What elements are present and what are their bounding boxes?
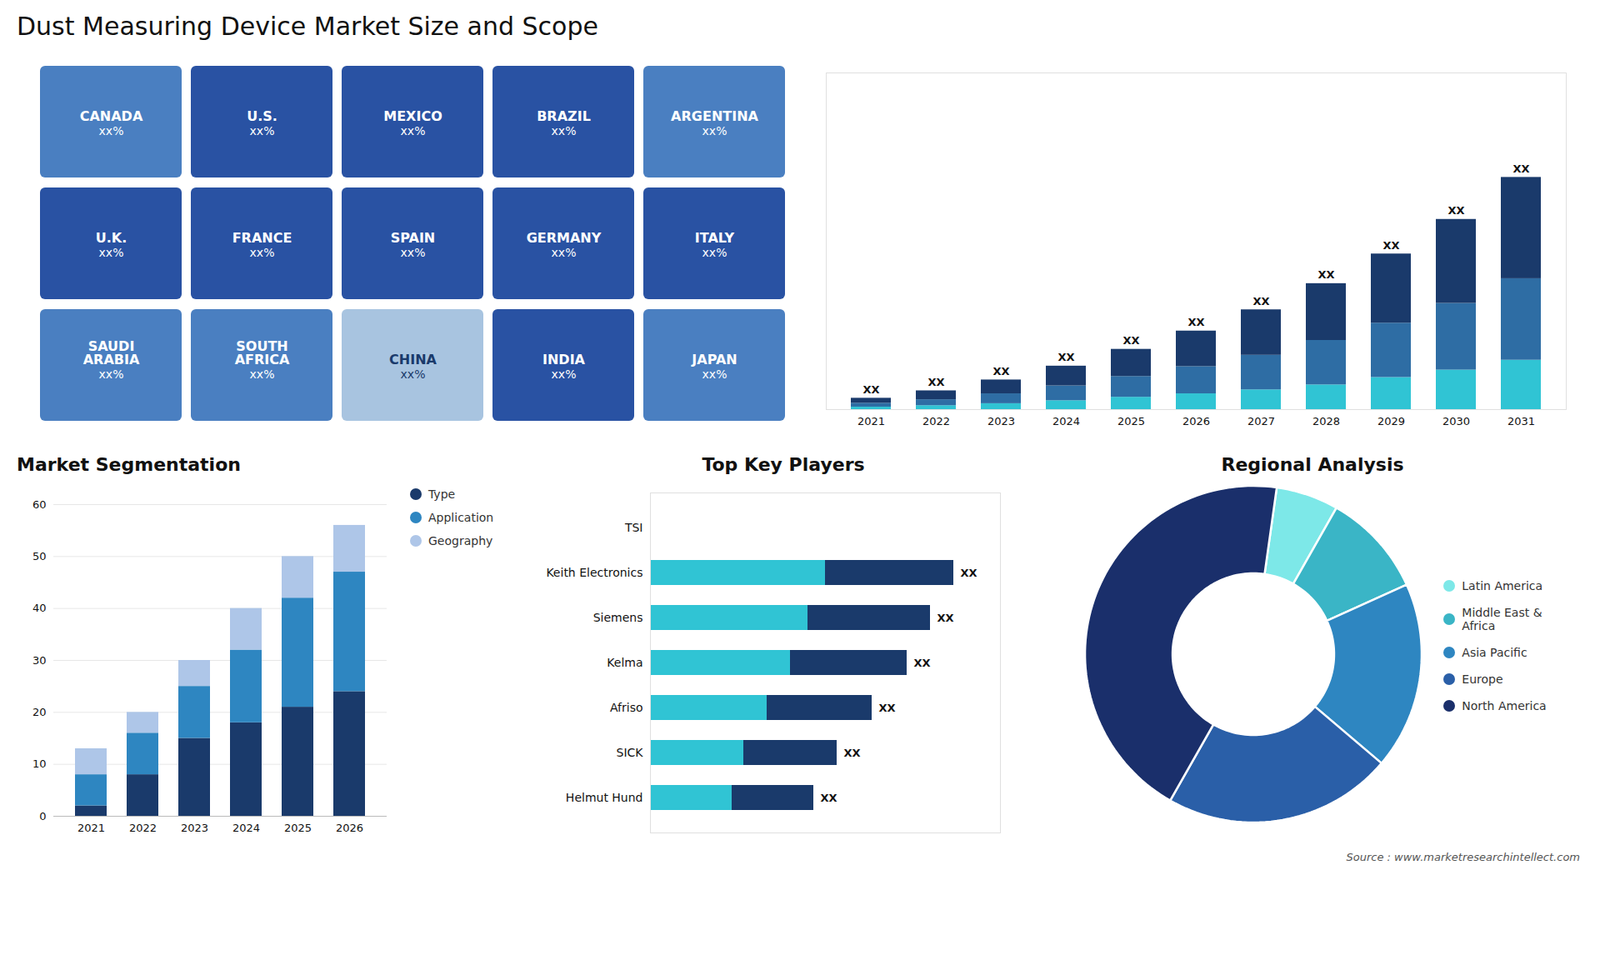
svg-text:xx%: xx% [702,124,728,138]
html-text:Dust Measuring Device Market S: Dust Measuring Device Market Size and Sc… [16,11,599,41]
html-text:Geography: Geography [428,534,493,548]
svg-text:xx%: xx% [702,245,728,260]
svg-text:XX: XX [1512,162,1530,175]
svg-text:XX: XX [960,566,978,580]
html-text:Europe: Europe [1461,672,1503,686]
svg-text:30: 30 [32,654,47,667]
svg-text:50: 50 [32,550,47,563]
svg-text:2027: 2027 [1247,415,1275,428]
svg-text:0: 0 [39,810,46,823]
svg-text:CANADA: CANADA [80,108,144,125]
svg-text:XX: XX [914,656,931,670]
svg-text:xx%: xx% [400,245,426,260]
svg-text:CHINA: CHINA [389,351,437,368]
svg-text:2021: 2021 [857,415,885,428]
svg-text:2030: 2030 [1442,415,1470,428]
svg-text:SOUTHAFRICA: SOUTHAFRICA [235,338,290,368]
svg-text:BRAZIL: BRAZIL [536,108,591,125]
svg-text:XX: XX [879,701,896,715]
svg-text:XX: XX [1187,315,1205,329]
svg-text:2022: 2022 [922,415,950,428]
svg-text:SPAIN: SPAIN [390,230,436,246]
svg-text:40: 40 [32,601,47,615]
svg-text:XX: XX [820,791,838,805]
svg-text:INDIA: INDIA [542,351,586,368]
svg-text:2028: 2028 [1312,415,1340,428]
svg-text:xx%: xx% [400,367,426,381]
svg-text:2031: 2031 [1507,415,1535,428]
svg-text:XX: XX [1252,295,1270,308]
svg-text:2026: 2026 [335,821,364,835]
svg-text:2024: 2024 [232,821,260,835]
svg-text:Siemens: Siemens [593,610,644,625]
svg-text:U.K.: U.K. [95,230,128,246]
html-text:Type: Type [428,487,456,501]
svg-text:xx%: xx% [99,367,125,381]
svg-text:XX: XX [937,611,955,625]
svg-text:SICK: SICK [616,745,645,760]
svg-text:2023: 2023 [180,821,209,835]
svg-text:xx%: xx% [551,124,577,138]
svg-text:GERMANY: GERMANY [526,230,602,246]
svg-text:XX: XX [1317,268,1335,281]
svg-text:Kelma: Kelma [606,655,643,670]
svg-text:2025: 2025 [284,821,312,835]
svg-text:60: 60 [32,498,47,511]
svg-text:ARGENTINA: ARGENTINA [670,108,759,125]
html-text:Source : www.marketresearchint: Source : www.marketresearchintellect.com [1346,850,1580,864]
html-text:North America: North America [1461,699,1547,713]
svg-text:XX: XX [1057,350,1075,364]
svg-text:xx%: xx% [99,124,125,138]
html-text:Latin America: Latin America [1461,579,1543,593]
html-text:Regional Analysis: Regional Analysis [1221,454,1404,475]
svg-text:FRANCE: FRANCE [232,230,293,246]
svg-text:XX: XX [1382,239,1400,252]
svg-text:xx%: xx% [250,367,275,381]
svg-text:U.S.: U.S. [246,108,278,125]
html-text:Middle East & Africa: Middle East & Africa [1461,605,1543,633]
html-text:Top Key Players: Top Key Players [702,454,865,475]
svg-text:TSI: TSI [624,520,644,535]
html-text:Application: Application [428,510,494,525]
svg-text:XX: XX [992,365,1010,378]
svg-text:XX: XX [862,383,880,396]
svg-text:Keith Electronics: Keith Electronics [545,565,643,580]
svg-text:2025: 2025 [1117,415,1145,428]
svg-text:MEXICO: MEXICO [383,108,442,125]
svg-text:xx%: xx% [99,245,125,260]
svg-text:2023: 2023 [987,415,1015,428]
svg-text:xx%: xx% [400,124,426,138]
svg-text:2021: 2021 [77,821,105,835]
svg-text:xx%: xx% [250,124,275,138]
svg-text:2029: 2029 [1377,415,1405,428]
svg-text:2026: 2026 [1182,415,1210,428]
html-text:Asia Pacific: Asia Pacific [1461,645,1528,660]
svg-text:XX: XX [927,375,945,389]
svg-text:XX: XX [1447,204,1465,217]
svg-text:xx%: xx% [702,367,728,381]
svg-text:xx%: xx% [250,245,275,260]
svg-text:XX: XX [1122,334,1140,347]
svg-text:xx%: xx% [551,367,577,381]
svg-text:Afriso: Afriso [610,700,644,715]
svg-text:10: 10 [32,757,47,770]
svg-text:20: 20 [32,705,47,719]
svg-text:XX: XX [844,746,861,760]
svg-text:SAUDIARABIA: SAUDIARABIA [83,338,140,368]
svg-text:JAPAN: JAPAN [690,351,737,368]
html-text:Market Segmentation: Market Segmentation [16,454,241,475]
svg-text:Helmut Hund: Helmut Hund [565,790,644,805]
svg-text:2022: 2022 [129,821,157,835]
svg-text:xx%: xx% [551,245,577,260]
svg-text:2024: 2024 [1052,415,1080,428]
svg-text:ITALY: ITALY [695,230,735,246]
